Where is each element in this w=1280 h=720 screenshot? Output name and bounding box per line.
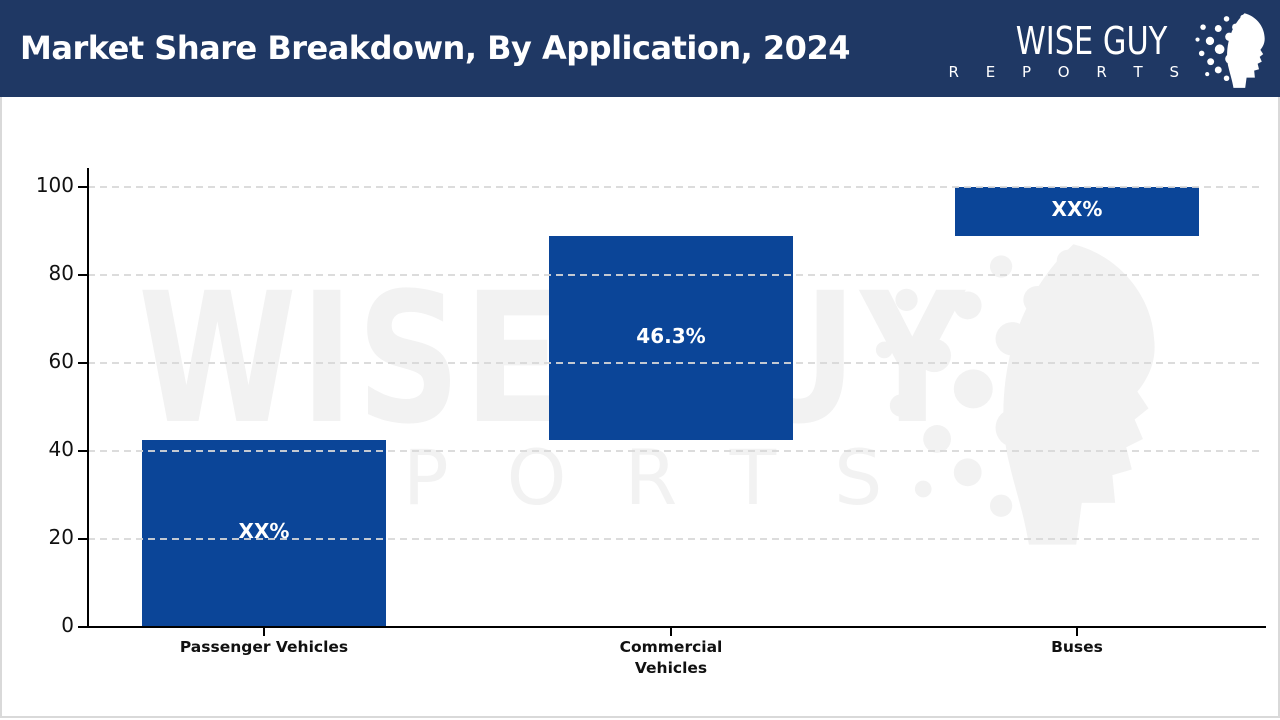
bar	[549, 235, 793, 440]
y-tick-mark	[78, 362, 88, 364]
y-tick-label: 80	[48, 261, 74, 285]
wiseguy-logo: WISE GUY R E P O R T S	[949, 6, 1268, 94]
category-label-line: Commercial	[619, 638, 723, 656]
bar-value-label: XX%	[238, 519, 290, 544]
gridline	[88, 538, 1264, 540]
y-tick-label: 40	[48, 437, 74, 461]
category-label: Buses	[917, 637, 1237, 658]
category-label: Passenger Vehicles	[104, 637, 424, 658]
y-tick-mark	[78, 538, 88, 540]
bar-value-label: 46.3%	[636, 323, 706, 348]
bar	[142, 439, 386, 627]
header: Market Share Breakdown, By Application, …	[0, 0, 1280, 97]
y-tick-label: 60	[48, 349, 74, 373]
bar	[955, 187, 1199, 236]
x-axis-line	[87, 626, 1266, 628]
chart-area-frame	[0, 97, 1280, 718]
logo-sub-text: R E P O R T S	[948, 63, 1190, 81]
gridline	[88, 186, 1264, 188]
x-tick-mark	[263, 628, 265, 636]
watermark-head-icon	[875, 244, 1155, 545]
y-tick-label: 20	[48, 525, 74, 549]
x-tick-mark	[1076, 628, 1078, 636]
category-label: Commercial Vehicles	[511, 637, 831, 679]
y-tick-mark	[78, 274, 88, 276]
logo-text-block: WISE GUY R E P O R T S	[943, 22, 1190, 81]
logo-head-icon	[1195, 13, 1265, 88]
gridline	[88, 362, 1264, 364]
category-label-line: Vehicles	[634, 659, 708, 677]
y-tick-mark	[78, 450, 88, 452]
category-label-line: Buses	[1051, 638, 1103, 656]
x-tick-mark	[670, 628, 672, 636]
y-tick-label: 0	[61, 613, 74, 637]
category-label-line: Passenger Vehicles	[179, 638, 349, 656]
y-axis-line	[87, 168, 89, 628]
gridline	[88, 274, 1264, 276]
logo-name-text: WISE GUY	[1015, 19, 1167, 63]
chart-title: Market Share Breakdown, By Application, …	[20, 29, 850, 67]
y-tick-mark	[78, 186, 88, 188]
bar-value-label: XX%	[1051, 197, 1103, 222]
y-tick-mark	[78, 626, 88, 628]
y-tick-label: 100	[35, 173, 74, 197]
gridline	[88, 450, 1264, 452]
